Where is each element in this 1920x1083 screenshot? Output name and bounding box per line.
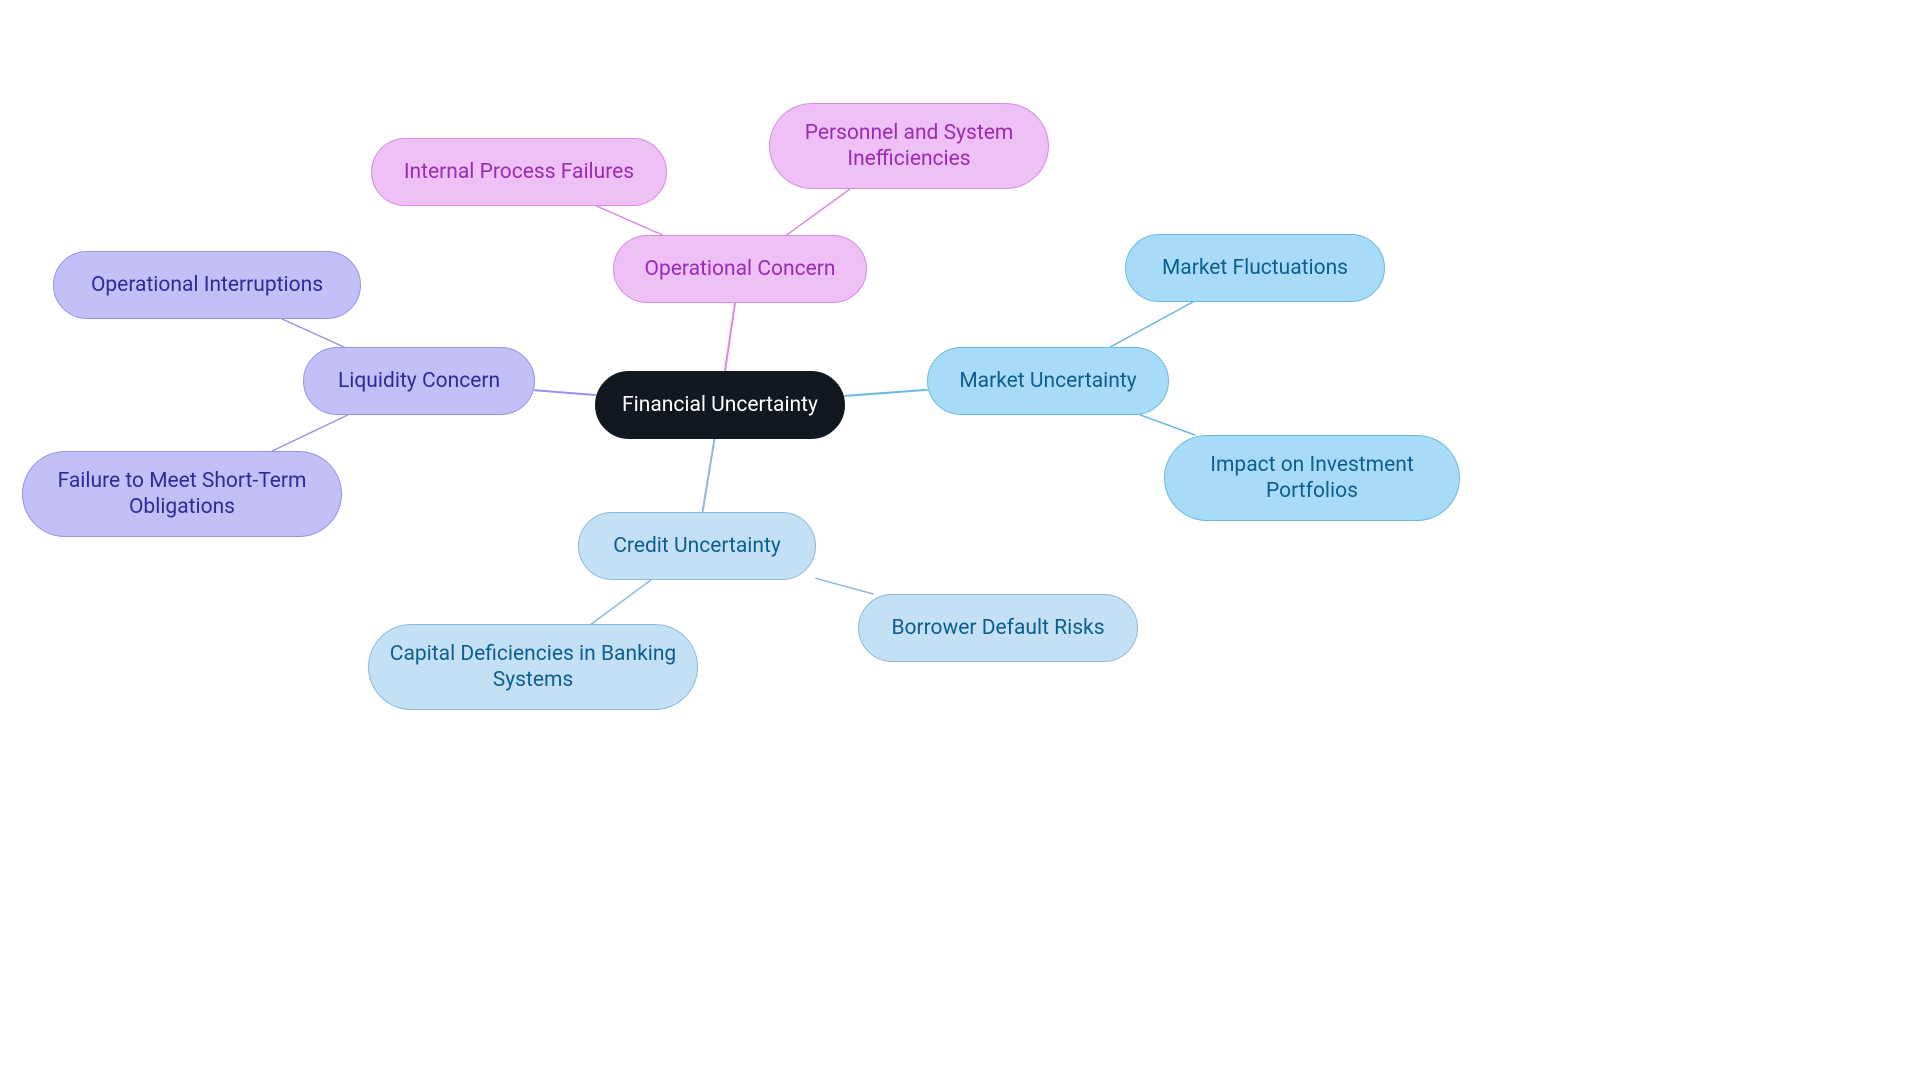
node-label: Credit Uncertainty (613, 533, 781, 559)
node-market: Market Uncertainty (927, 347, 1169, 415)
mindmap-diagram: Financial Uncertainty Market Uncertainty M… (0, 0, 1920, 1083)
node-operational: Operational Concern (613, 235, 867, 303)
edge-root-credit (703, 439, 715, 512)
edge-market-market_impact (1141, 415, 1195, 435)
node-credit: Credit Uncertainty (578, 512, 816, 580)
edge-root-market (845, 390, 927, 396)
node-label: Liquidity Concern (338, 368, 500, 394)
node-label: Operational Interruptions (91, 272, 323, 298)
edge-root-operational (725, 303, 735, 371)
edge-credit-credit_capital (591, 580, 651, 624)
node-credit_borrower: Borrower Default Risks (858, 594, 1138, 662)
node-market_impact: Impact on Investment Portfolios (1164, 435, 1460, 521)
edge-liquidity-liq_ops (282, 319, 344, 347)
node-liq_ops: Operational Interruptions (53, 251, 361, 319)
edge-credit-credit_borrower (816, 578, 873, 594)
node-label: Market Fluctuations (1162, 255, 1348, 281)
node-label: Personnel and System Inefficiencies (788, 120, 1030, 173)
node-root: Financial Uncertainty (595, 371, 845, 439)
node-liq_fail: Failure to Meet Short-Term Obligations (22, 451, 342, 537)
node-label: Financial Uncertainty (622, 392, 818, 418)
edge-market-market_fluct (1110, 302, 1192, 347)
node-label: Borrower Default Risks (891, 615, 1104, 641)
edge-operational-op_personnel (787, 189, 850, 235)
node-market_fluct: Market Fluctuations (1125, 234, 1385, 302)
node-label: Operational Concern (645, 256, 836, 282)
node-label: Market Uncertainty (959, 368, 1136, 394)
node-label: Capital Deficiencies in Banking Systems (387, 641, 679, 694)
node-credit_capital: Capital Deficiencies in Banking Systems (368, 624, 698, 710)
edge-operational-op_internal (596, 206, 662, 235)
edge-liquidity-liq_fail (272, 415, 348, 451)
node-op_personnel: Personnel and System Inefficiencies (769, 103, 1049, 189)
node-label: Impact on Investment Portfolios (1183, 452, 1441, 505)
node-label: Failure to Meet Short-Term Obligations (41, 468, 323, 521)
edge-root-liquidity (535, 390, 595, 395)
node-label: Internal Process Failures (404, 159, 634, 185)
node-op_internal: Internal Process Failures (371, 138, 667, 206)
node-liquidity: Liquidity Concern (303, 347, 535, 415)
